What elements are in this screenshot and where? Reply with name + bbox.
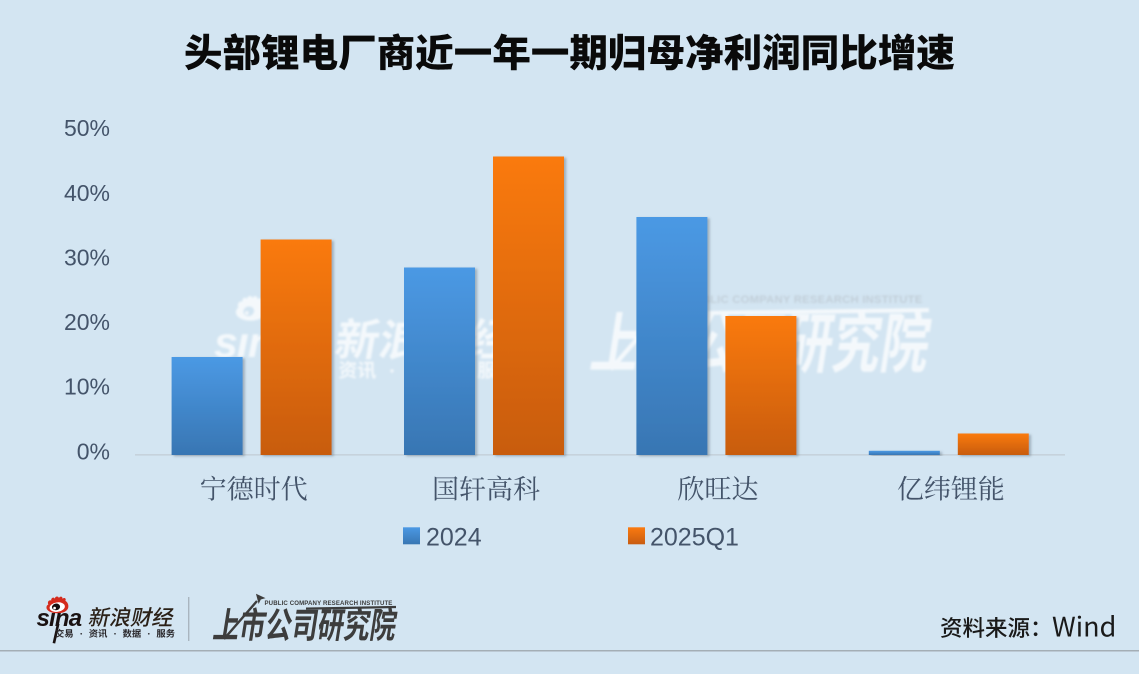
svg-text:PUBLIC COMPANY RESEARCH INSTIT: PUBLIC COMPANY RESEARCH INSTITUTE xyxy=(265,600,393,607)
svg-text:50%: 50% xyxy=(64,115,110,141)
svg-text:0%: 0% xyxy=(77,438,110,464)
svg-text:10%: 10% xyxy=(64,374,110,400)
svg-text:PUBLIC COMPANY RESEARCH INSTIT: PUBLIC COMPANY RESEARCH INSTITUTE xyxy=(686,294,923,306)
svg-text:sına: sına xyxy=(37,605,82,632)
svg-text:2025Q1: 2025Q1 xyxy=(650,524,739,552)
svg-text:40%: 40% xyxy=(64,180,110,206)
svg-text:20%: 20% xyxy=(64,309,110,335)
svg-text:30%: 30% xyxy=(64,244,110,270)
svg-text:2024: 2024 xyxy=(426,524,482,552)
